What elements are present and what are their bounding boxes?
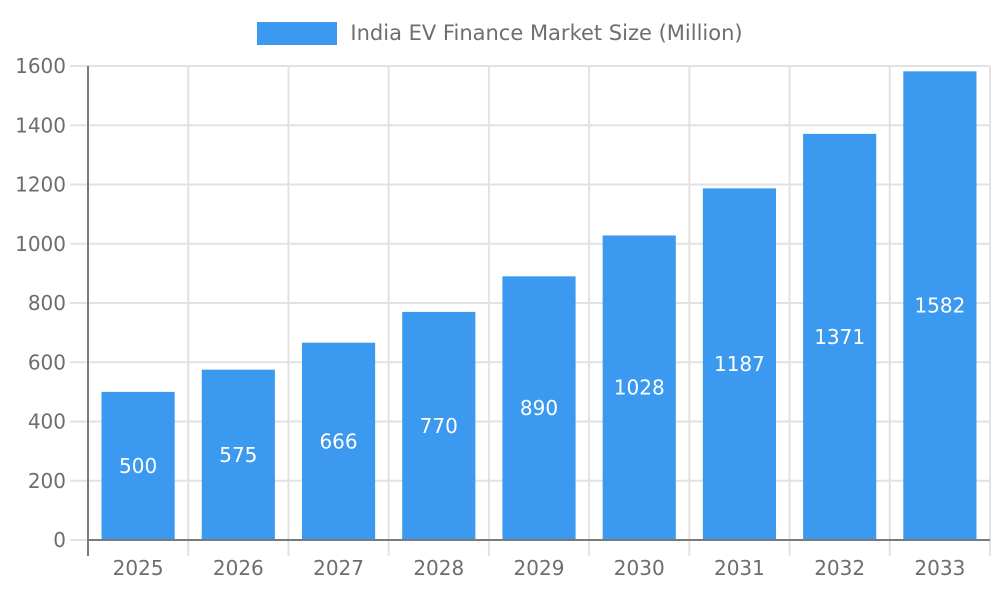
bar xyxy=(101,391,175,540)
y-tick-label: 200 xyxy=(28,469,66,493)
bar xyxy=(502,276,576,540)
bar xyxy=(702,188,777,540)
x-tick-label: 2027 xyxy=(313,556,364,580)
bar-value-label: 1582 xyxy=(914,294,965,318)
y-tick-label: 800 xyxy=(28,291,66,315)
bar xyxy=(602,235,676,540)
chart-legend: India EV Finance Market Size (Million) xyxy=(0,21,1000,45)
y-tick-label: 400 xyxy=(28,410,66,434)
legend-swatch xyxy=(257,21,338,45)
x-tick-label: 2028 xyxy=(413,556,464,580)
x-tick-label: 2026 xyxy=(213,556,264,580)
bar xyxy=(803,133,877,540)
bar-value-label: 500 xyxy=(119,454,157,478)
y-tick-label: 600 xyxy=(28,350,66,374)
y-tick-label: 0 xyxy=(53,528,66,552)
bar xyxy=(903,71,977,541)
y-tick-label: 1400 xyxy=(15,113,66,137)
bar xyxy=(402,311,476,540)
bar xyxy=(301,342,376,540)
x-tick-label: 2029 xyxy=(514,556,565,580)
bar-value-label: 1371 xyxy=(814,325,865,349)
legend-label: India EV Finance Market Size (Million) xyxy=(350,21,743,45)
bar-value-label: 770 xyxy=(420,414,458,438)
bar-value-label: 575 xyxy=(219,443,257,467)
x-tick-label: 2031 xyxy=(714,556,765,580)
x-tick-label: 2033 xyxy=(914,556,965,580)
y-tick-label: 1200 xyxy=(15,173,66,197)
x-tick-label: 2030 xyxy=(614,556,665,580)
bar-value-label: 666 xyxy=(319,429,357,453)
y-tick-label: 1600 xyxy=(15,54,66,78)
bar-value-label: 890 xyxy=(520,396,558,420)
x-tick-label: 2025 xyxy=(113,556,164,580)
bar xyxy=(201,369,275,540)
y-tick-label: 1000 xyxy=(15,232,66,256)
bar-value-label: 1028 xyxy=(614,376,665,400)
x-tick-label: 2032 xyxy=(814,556,865,580)
bar-value-label: 1187 xyxy=(714,352,765,376)
